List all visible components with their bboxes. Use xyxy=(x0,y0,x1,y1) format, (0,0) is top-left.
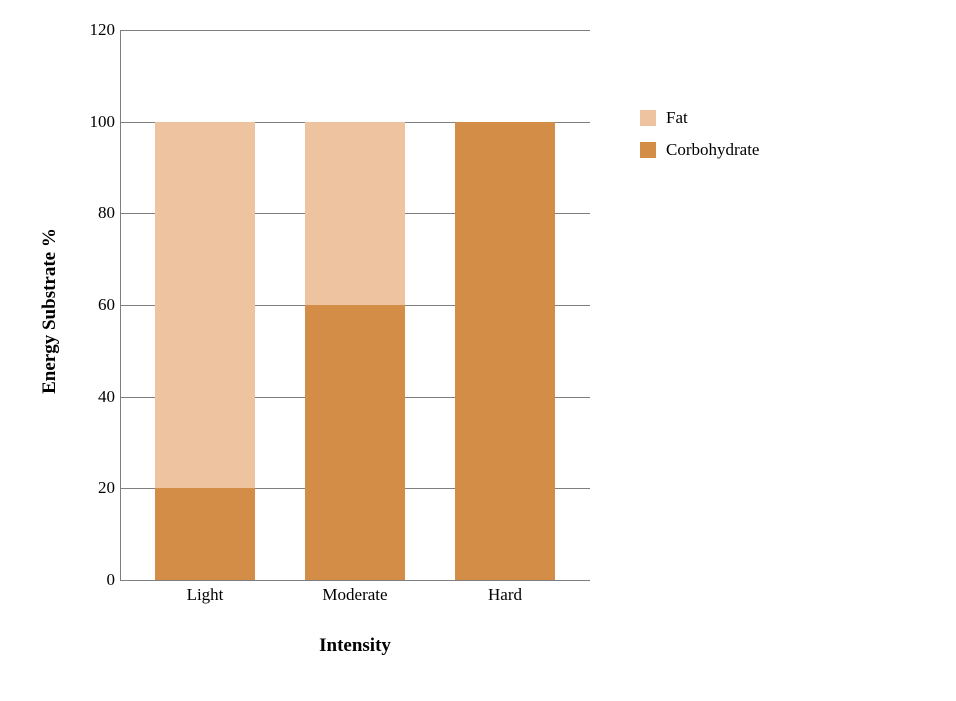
x-tick-label: Moderate xyxy=(322,585,387,605)
y-tick-label: 100 xyxy=(80,112,115,132)
chart-container: Energy Substrate % 0 20 40 60 80 100 120 Light… xyxy=(40,20,610,660)
bar-segment-fat xyxy=(305,122,405,305)
y-tick-label: 0 xyxy=(80,570,115,590)
plot-area xyxy=(120,30,590,580)
legend-swatch xyxy=(640,142,656,158)
legend: Fat Corbohydrate xyxy=(640,108,759,172)
bar-segment-fat xyxy=(155,122,255,489)
legend-item-carbohydrate: Corbohydrate xyxy=(640,140,759,160)
y-tick-label: 80 xyxy=(80,203,115,223)
y-tick-label: 60 xyxy=(80,295,115,315)
x-tick-label: Hard xyxy=(488,585,522,605)
bar-segment-carbohydrate xyxy=(305,305,405,580)
y-axis-title: Energy Substrate % xyxy=(39,228,61,394)
y-tick-label: 120 xyxy=(80,20,115,40)
bar-segment-carbohydrate xyxy=(455,122,555,580)
x-tick-label: Light xyxy=(187,585,224,605)
y-tick-label: 40 xyxy=(80,387,115,407)
gridline xyxy=(120,580,590,581)
legend-swatch xyxy=(640,110,656,126)
bar-segment-carbohydrate xyxy=(155,488,255,580)
x-axis-title: Intensity xyxy=(319,635,391,657)
y-tick-label: 20 xyxy=(80,478,115,498)
legend-label: Corbohydrate xyxy=(666,140,759,160)
legend-label: Fat xyxy=(666,108,688,128)
legend-item-fat: Fat xyxy=(640,108,759,128)
bars-layer xyxy=(120,30,590,580)
